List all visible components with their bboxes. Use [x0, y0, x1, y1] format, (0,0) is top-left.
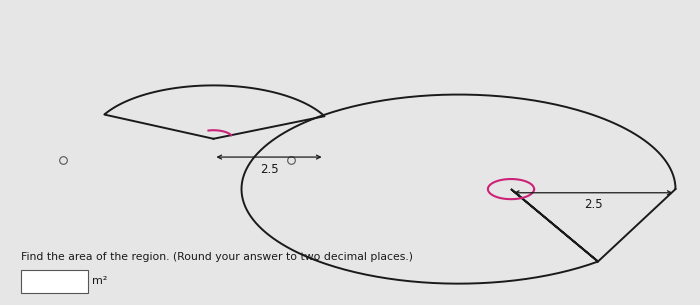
- Text: 2.5: 2.5: [260, 163, 279, 176]
- Text: 2.5: 2.5: [584, 198, 603, 211]
- Text: Find the area of the region. (Round your answer to two decimal places.): Find the area of the region. (Round your…: [21, 252, 413, 262]
- FancyBboxPatch shape: [21, 270, 88, 293]
- Text: m²: m²: [92, 276, 108, 286]
